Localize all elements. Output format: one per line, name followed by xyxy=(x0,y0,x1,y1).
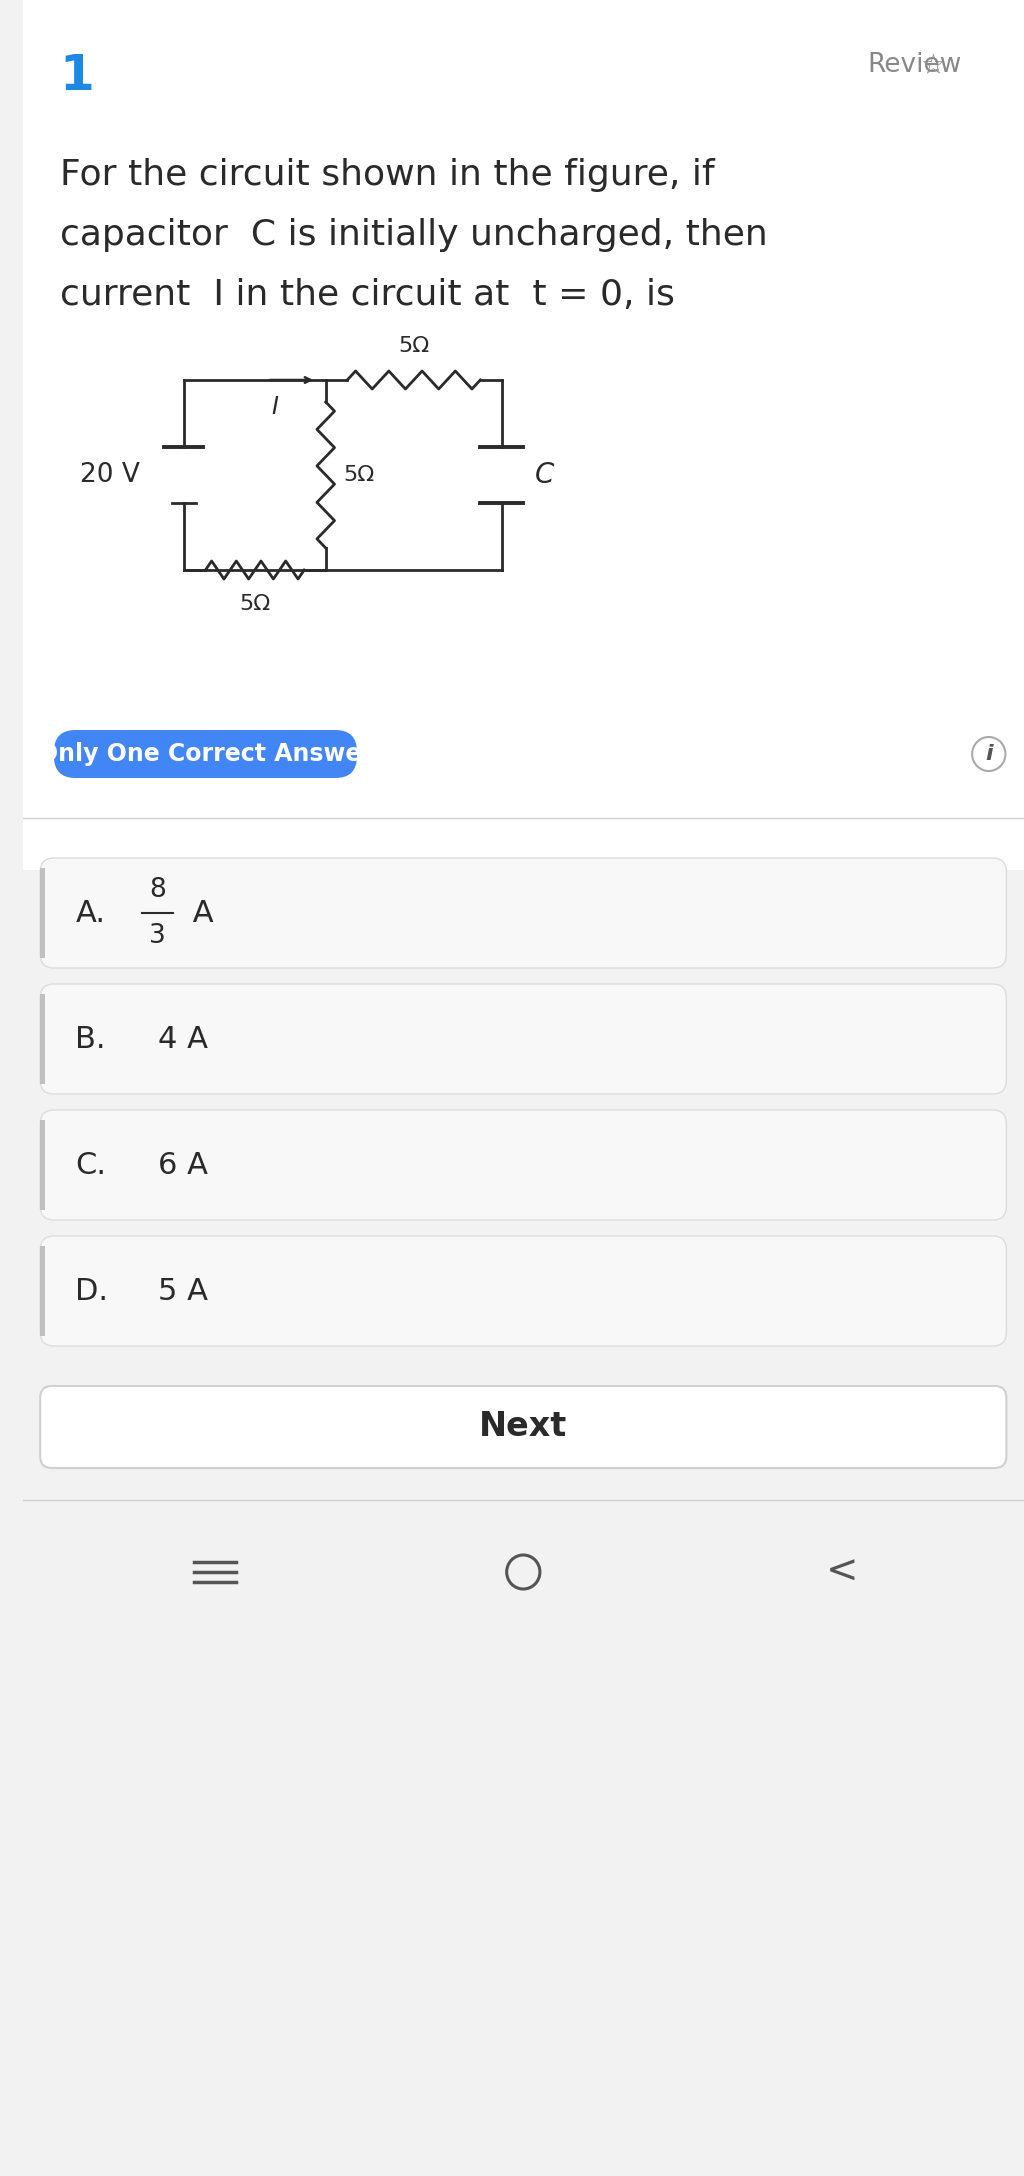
Text: 5Ω: 5Ω xyxy=(398,335,429,357)
FancyBboxPatch shape xyxy=(40,857,1007,968)
Circle shape xyxy=(972,738,1006,770)
Text: <: < xyxy=(825,1554,858,1591)
Bar xyxy=(40,868,45,957)
Text: ☆: ☆ xyxy=(921,52,945,81)
Text: 8: 8 xyxy=(150,877,166,903)
Text: 5Ω: 5Ω xyxy=(240,594,270,614)
FancyBboxPatch shape xyxy=(40,1236,1007,1347)
Text: capacitor  C is initially uncharged, then: capacitor C is initially uncharged, then xyxy=(59,218,767,252)
Bar xyxy=(40,1121,45,1210)
Bar xyxy=(40,994,45,1084)
Text: I: I xyxy=(271,396,278,420)
FancyBboxPatch shape xyxy=(40,1110,1007,1221)
Text: 6 A: 6 A xyxy=(158,1151,208,1179)
FancyBboxPatch shape xyxy=(54,729,357,779)
Bar xyxy=(40,1247,45,1336)
Text: Next: Next xyxy=(479,1410,567,1443)
Bar xyxy=(23,0,1024,870)
Text: current  I in the circuit at  t = 0, is: current I in the circuit at t = 0, is xyxy=(59,279,675,311)
Text: For the circuit shown in the figure, if: For the circuit shown in the figure, if xyxy=(59,159,715,191)
Text: 3: 3 xyxy=(150,923,166,949)
Text: 20 V: 20 V xyxy=(80,461,140,487)
FancyBboxPatch shape xyxy=(40,984,1007,1095)
Text: A: A xyxy=(183,899,214,927)
Text: C: C xyxy=(535,461,554,490)
FancyBboxPatch shape xyxy=(40,1386,1007,1469)
Text: D.: D. xyxy=(76,1277,109,1306)
Text: 1: 1 xyxy=(59,52,94,100)
Text: C.: C. xyxy=(76,1151,106,1179)
Text: B.: B. xyxy=(76,1025,105,1053)
Text: 5Ω: 5Ω xyxy=(343,466,375,485)
Text: 4 A: 4 A xyxy=(158,1025,208,1053)
Text: i: i xyxy=(985,744,992,764)
Text: A.: A. xyxy=(76,899,105,927)
Text: Review: Review xyxy=(867,52,962,78)
Text: Only One Correct Answer: Only One Correct Answer xyxy=(38,742,373,766)
Text: 5 A: 5 A xyxy=(158,1277,208,1306)
